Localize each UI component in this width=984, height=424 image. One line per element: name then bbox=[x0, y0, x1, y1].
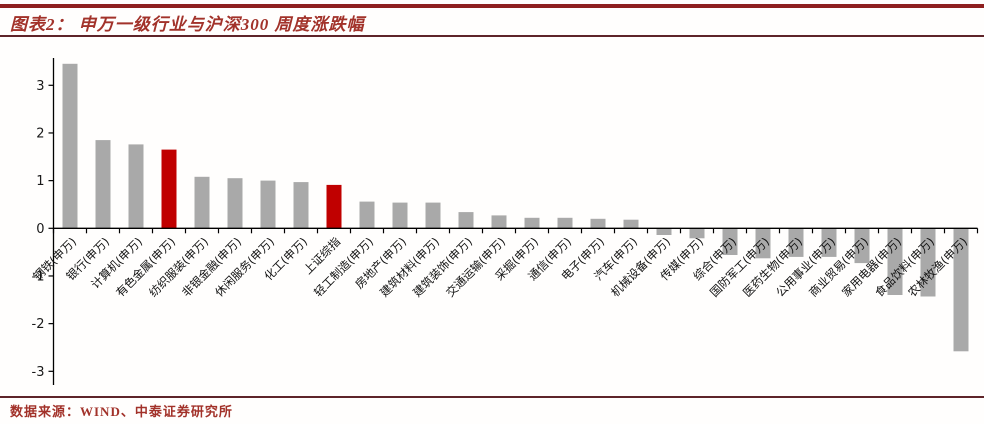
bar bbox=[491, 215, 507, 229]
data-source: 数据来源：WIND、中泰证券研究所 bbox=[10, 404, 233, 419]
header-bottom-rule bbox=[0, 35, 984, 37]
y-tick-label: 2 bbox=[36, 126, 44, 141]
bar bbox=[425, 202, 441, 229]
y-tick-label: -1 bbox=[32, 269, 45, 284]
chart-title: 图表2： 申万一级行业与沪深300 周度涨跌幅 bbox=[10, 15, 365, 34]
bar bbox=[887, 228, 903, 295]
bar bbox=[722, 228, 738, 255]
bar bbox=[95, 140, 111, 229]
bar bbox=[524, 217, 540, 229]
bar bbox=[458, 212, 474, 229]
bar bbox=[821, 228, 837, 257]
y-tick-label: 0 bbox=[36, 222, 44, 237]
bar bbox=[557, 217, 573, 229]
bar bbox=[128, 144, 144, 229]
bar bbox=[953, 228, 969, 352]
bar bbox=[656, 228, 672, 235]
bar-chart: 3210-1-2-3钢铁(申万)银行(申万)计算机(申万)有色金属(申万)纺织服… bbox=[30, 58, 979, 385]
bar bbox=[293, 182, 309, 229]
bar bbox=[755, 228, 771, 259]
bar bbox=[392, 202, 408, 229]
bar bbox=[788, 228, 804, 257]
bar bbox=[854, 228, 870, 264]
footer-rule bbox=[0, 396, 984, 398]
y-tick-label: -3 bbox=[32, 365, 45, 380]
bar bbox=[161, 149, 177, 229]
bar bbox=[194, 176, 210, 229]
bar bbox=[260, 180, 276, 229]
y-tick-label: 1 bbox=[36, 174, 44, 189]
bar bbox=[359, 201, 375, 229]
y-tick-label: 3 bbox=[36, 79, 44, 94]
y-tick-label: -2 bbox=[32, 317, 45, 332]
bar bbox=[326, 184, 342, 229]
bar bbox=[920, 228, 936, 297]
header-top-rule bbox=[0, 4, 984, 8]
bar bbox=[590, 218, 606, 229]
bar bbox=[689, 228, 705, 239]
bar bbox=[227, 178, 243, 229]
bar bbox=[623, 219, 639, 229]
bar bbox=[62, 63, 78, 229]
